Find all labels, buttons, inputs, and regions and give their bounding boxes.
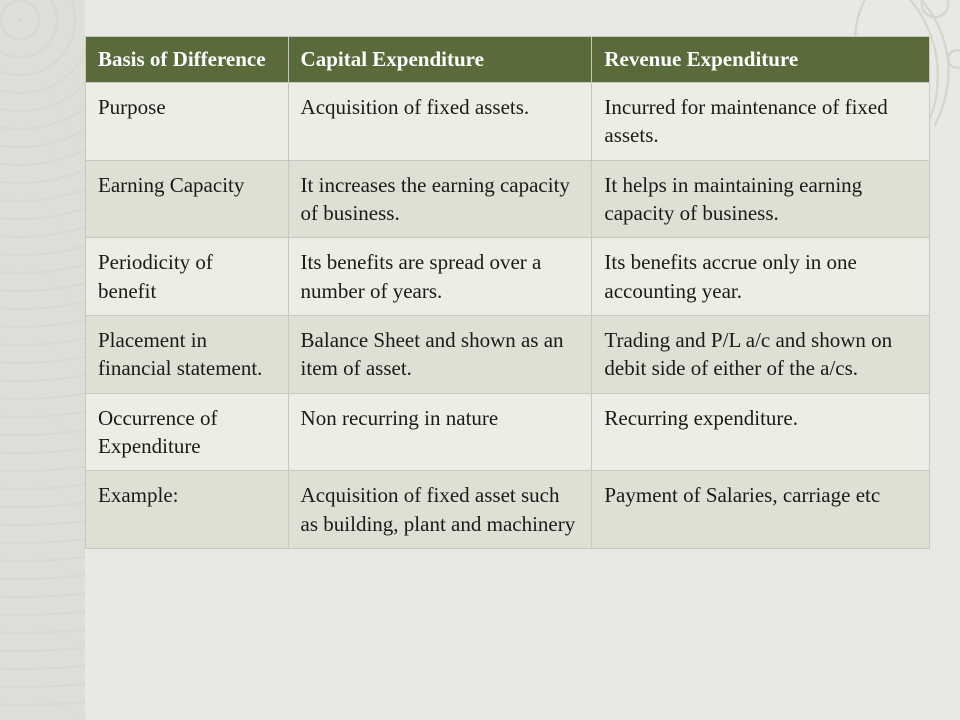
cell-basis: Occurrence of Expenditure <box>86 393 289 471</box>
cell-basis: Purpose <box>86 83 289 161</box>
comparison-table: Basis of Difference Capital Expenditure … <box>85 36 930 549</box>
cell-revenue: Recurring expenditure. <box>592 393 930 471</box>
cell-basis: Placement in financial statement. <box>86 316 289 394</box>
cell-capital: Balance Sheet and shown as an item of as… <box>288 316 592 394</box>
table-row: Earning Capacity It increases the earnin… <box>86 160 930 238</box>
cell-capital: Non recurring in nature <box>288 393 592 471</box>
cell-revenue: Payment of Salaries, carriage etc <box>592 471 930 549</box>
cell-revenue: It helps in maintaining earning capacity… <box>592 160 930 238</box>
slide-content: Basis of Difference Capital Expenditure … <box>85 36 930 660</box>
cell-revenue: Incurred for maintenance of fixed assets… <box>592 83 930 161</box>
col-header-revenue: Revenue Expenditure <box>592 37 930 83</box>
cell-revenue: Its benefits accrue only in one accounti… <box>592 238 930 316</box>
cell-capital: Acquisition of fixed asset such as build… <box>288 471 592 549</box>
col-header-capital: Capital Expenditure <box>288 37 592 83</box>
cell-revenue: Trading and P/L a/c and shown on debit s… <box>592 316 930 394</box>
cell-capital: Acquisition of fixed assets. <box>288 83 592 161</box>
table-row: Placement in financial statement. Balanc… <box>86 316 930 394</box>
cell-basis: Example: <box>86 471 289 549</box>
table-row: Occurrence of Expenditure Non recurring … <box>86 393 930 471</box>
table-header-row: Basis of Difference Capital Expenditure … <box>86 37 930 83</box>
col-header-basis: Basis of Difference <box>86 37 289 83</box>
side-pattern <box>0 0 85 720</box>
cell-basis: Earning Capacity <box>86 160 289 238</box>
cell-capital: Its benefits are spread over a number of… <box>288 238 592 316</box>
table-row: Purpose Acquisition of fixed assets. Inc… <box>86 83 930 161</box>
cell-basis: Periodicity of benefit <box>86 238 289 316</box>
table-row: Periodicity of benefit Its benefits are … <box>86 238 930 316</box>
table-row: Example: Acquisition of fixed asset such… <box>86 471 930 549</box>
cell-capital: It increases the earning capacity of bus… <box>288 160 592 238</box>
